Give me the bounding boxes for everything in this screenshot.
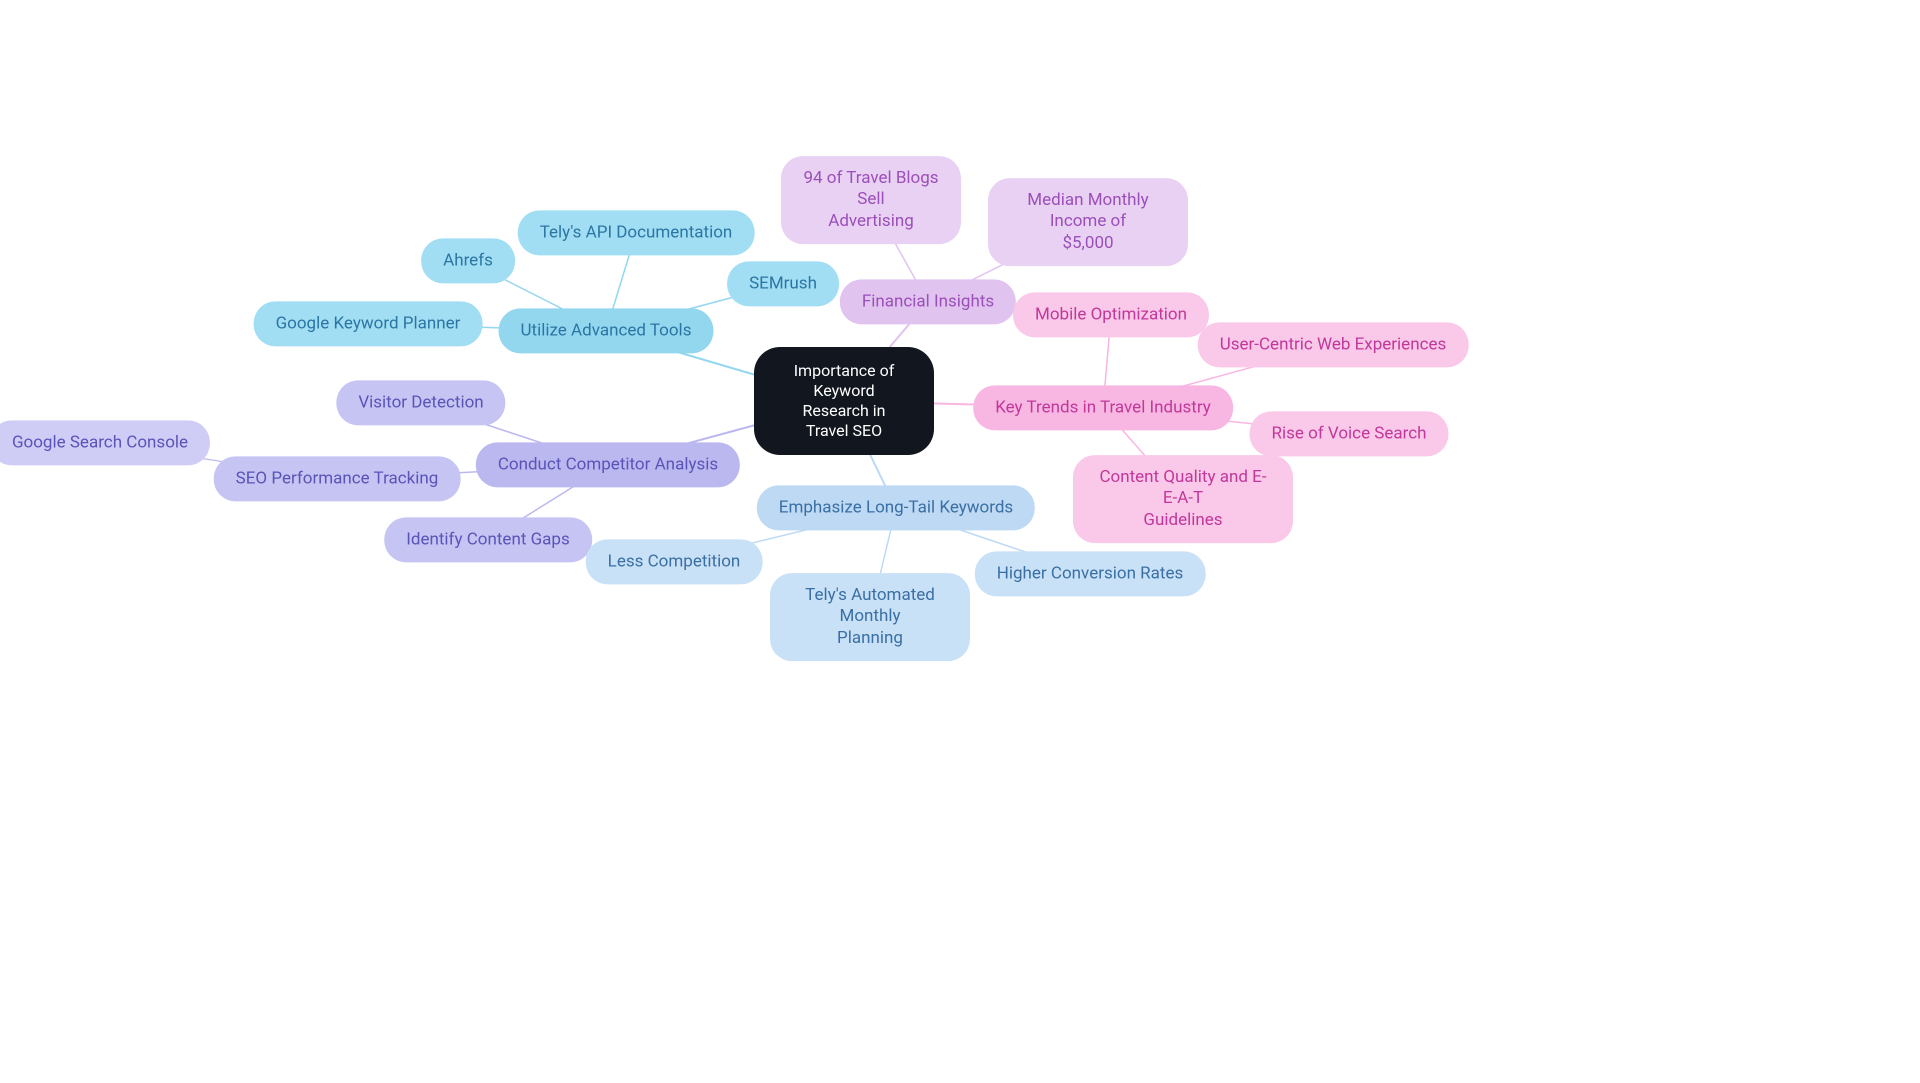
node-mobile: Mobile Optimization	[1013, 292, 1209, 337]
node-financial: Financial Insights	[840, 279, 1016, 324]
node-automonthly: Tely's Automated MonthlyPlanning	[770, 573, 970, 661]
node-root: Importance of KeywordResearch in Travel …	[754, 347, 934, 455]
node-gaps: Identify Content Gaps	[384, 517, 592, 562]
node-telyapi: Tely's API Documentation	[518, 210, 755, 255]
node-lesscomp: Less Competition	[586, 539, 763, 584]
node-seoperf: SEO Performance Tracking	[214, 456, 461, 501]
node-gsc: Google Search Console	[0, 420, 210, 465]
node-eeat: Content Quality and E-E-A-TGuidelines	[1073, 455, 1293, 543]
node-highconv: Higher Conversion Rates	[975, 551, 1206, 596]
node-trends: Key Trends in Travel Industry	[973, 385, 1233, 430]
node-competitor: Conduct Competitor Analysis	[476, 442, 740, 487]
mindmap-edges	[0, 0, 1920, 1083]
node-medinc: Median Monthly Income of$5,000	[988, 178, 1188, 266]
node-longtail: Emphasize Long-Tail Keywords	[757, 485, 1035, 530]
node-visitor: Visitor Detection	[336, 380, 505, 425]
node-94blogs: 94 of Travel Blogs SellAdvertising	[781, 156, 961, 244]
node-ahrefs: Ahrefs	[421, 238, 515, 283]
node-gkp: Google Keyword Planner	[254, 301, 483, 346]
node-voice: Rise of Voice Search	[1249, 411, 1448, 456]
node-semrush: SEMrush	[727, 261, 839, 306]
node-tools: Utilize Advanced Tools	[499, 308, 714, 353]
node-usercentric: User-Centric Web Experiences	[1198, 322, 1469, 367]
